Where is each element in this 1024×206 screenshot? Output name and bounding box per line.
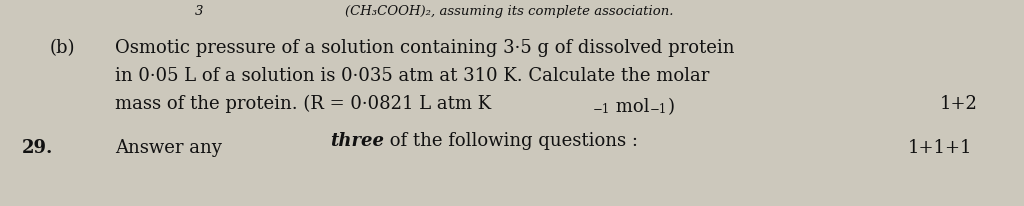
Text: mol: mol	[610, 97, 650, 115]
Text: (CH₃COOH)₂, assuming its complete association.: (CH₃COOH)₂, assuming its complete associ…	[345, 5, 674, 18]
Text: mass of the protein. (R = 0·0821 L atm K: mass of the protein. (R = 0·0821 L atm K	[115, 95, 492, 113]
Text: (b): (b)	[50, 39, 76, 57]
Text: in 0·05 L of a solution is 0·035 atm at 310 K. Calculate the molar: in 0·05 L of a solution is 0·035 atm at …	[115, 67, 710, 85]
Text: 1+2: 1+2	[940, 95, 978, 112]
Text: ): )	[668, 97, 674, 115]
Text: three: three	[330, 131, 384, 149]
Text: 1+1+1: 1+1+1	[908, 138, 973, 156]
Text: −1: −1	[650, 103, 668, 115]
Text: 3: 3	[195, 5, 204, 18]
Text: −1: −1	[593, 103, 610, 115]
Text: Answer any: Answer any	[115, 138, 227, 156]
Text: of the following questions :: of the following questions :	[384, 131, 638, 149]
Text: 29.: 29.	[22, 138, 53, 156]
Text: Osmotic pressure of a solution containing 3·5 g of dissolved protein: Osmotic pressure of a solution containin…	[115, 39, 734, 57]
